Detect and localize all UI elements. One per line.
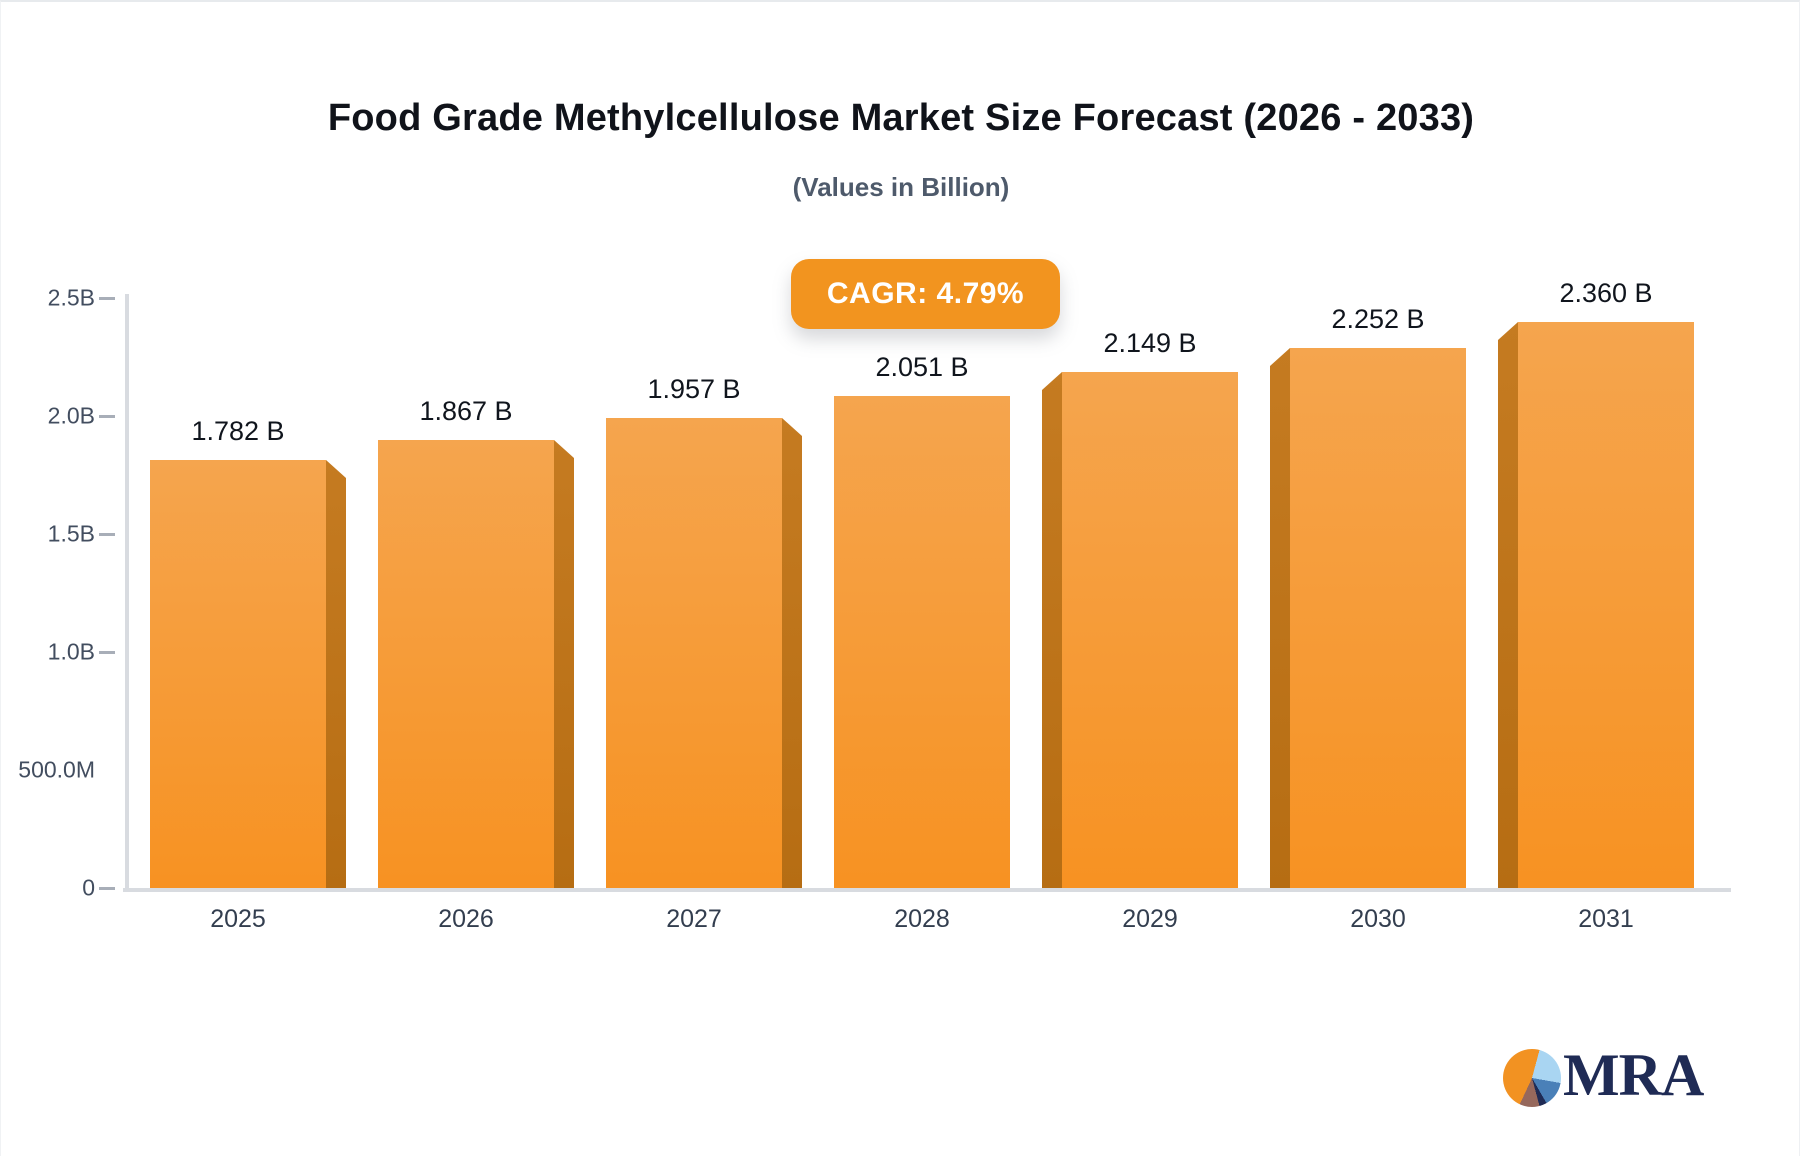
x-axis-label: 2026 <box>438 905 494 933</box>
y-tick-label: 2.5B <box>47 284 95 311</box>
cagr-badge-label: CAGR: 4.79% <box>826 277 1025 310</box>
bar-2031 <box>1518 322 1694 888</box>
y-tick-label: 1.0B <box>47 638 95 665</box>
x-axis-label: 2030 <box>1350 905 1406 933</box>
chart-subtitle: (Values in Billion) <box>792 172 1010 202</box>
bar-value-label: 2.051 B <box>875 352 969 382</box>
mra-logo-text: MRA <box>1563 1042 1704 1108</box>
bar-value-label: 2.252 B <box>1331 304 1425 334</box>
y-tick-dash <box>99 297 115 300</box>
y-tick-dash <box>99 887 115 890</box>
y-tick-dash <box>99 651 115 654</box>
x-axis-line <box>123 888 1731 892</box>
bar-side-2025 <box>326 460 346 888</box>
bar-value-label: 2.149 B <box>1103 328 1197 358</box>
cagr-badge: CAGR: 4.79% <box>791 259 1060 329</box>
y-tick-label: 0 <box>82 874 95 901</box>
bar-side-2026 <box>554 440 574 888</box>
bar-value-label: 1.867 B <box>419 396 513 426</box>
x-axis-label: 2031 <box>1578 905 1634 933</box>
bar-side-2030 <box>1270 348 1290 888</box>
chart-title: Food Grade Methylcellulose Market Size F… <box>327 97 1475 139</box>
x-axis-label: 2025 <box>210 905 266 933</box>
bar-2026 <box>378 440 554 888</box>
bar-2029 <box>1062 372 1238 888</box>
bar-value-label: 1.957 B <box>647 374 741 404</box>
bar-value-label: 2.360 B <box>1559 278 1653 308</box>
x-axis-label: 2029 <box>1122 905 1178 933</box>
bar-2027 <box>606 418 782 888</box>
x-axis-label: 2028 <box>894 905 950 933</box>
bar-2028 <box>834 396 1010 888</box>
y-tick-label: 500.0M <box>18 756 95 783</box>
y-tick-label: 2.0B <box>47 402 95 429</box>
y-axis-line <box>125 294 129 892</box>
y-tick-dash <box>99 415 115 418</box>
y-tick-dash <box>99 533 115 536</box>
bar-side-2031 <box>1498 322 1518 888</box>
bar-2030 <box>1290 348 1466 888</box>
bar-value-label: 1.782 B <box>191 416 285 446</box>
mra-logo: MRA <box>1503 1038 1704 1112</box>
x-axis-label: 2027 <box>666 905 722 933</box>
y-tick-label: 1.5B <box>47 520 95 547</box>
bar-side-2027 <box>782 418 802 888</box>
mra-logo-pie-icon <box>1503 1049 1561 1107</box>
bar-2025 <box>150 460 326 888</box>
bar-side-2029 <box>1042 372 1062 888</box>
